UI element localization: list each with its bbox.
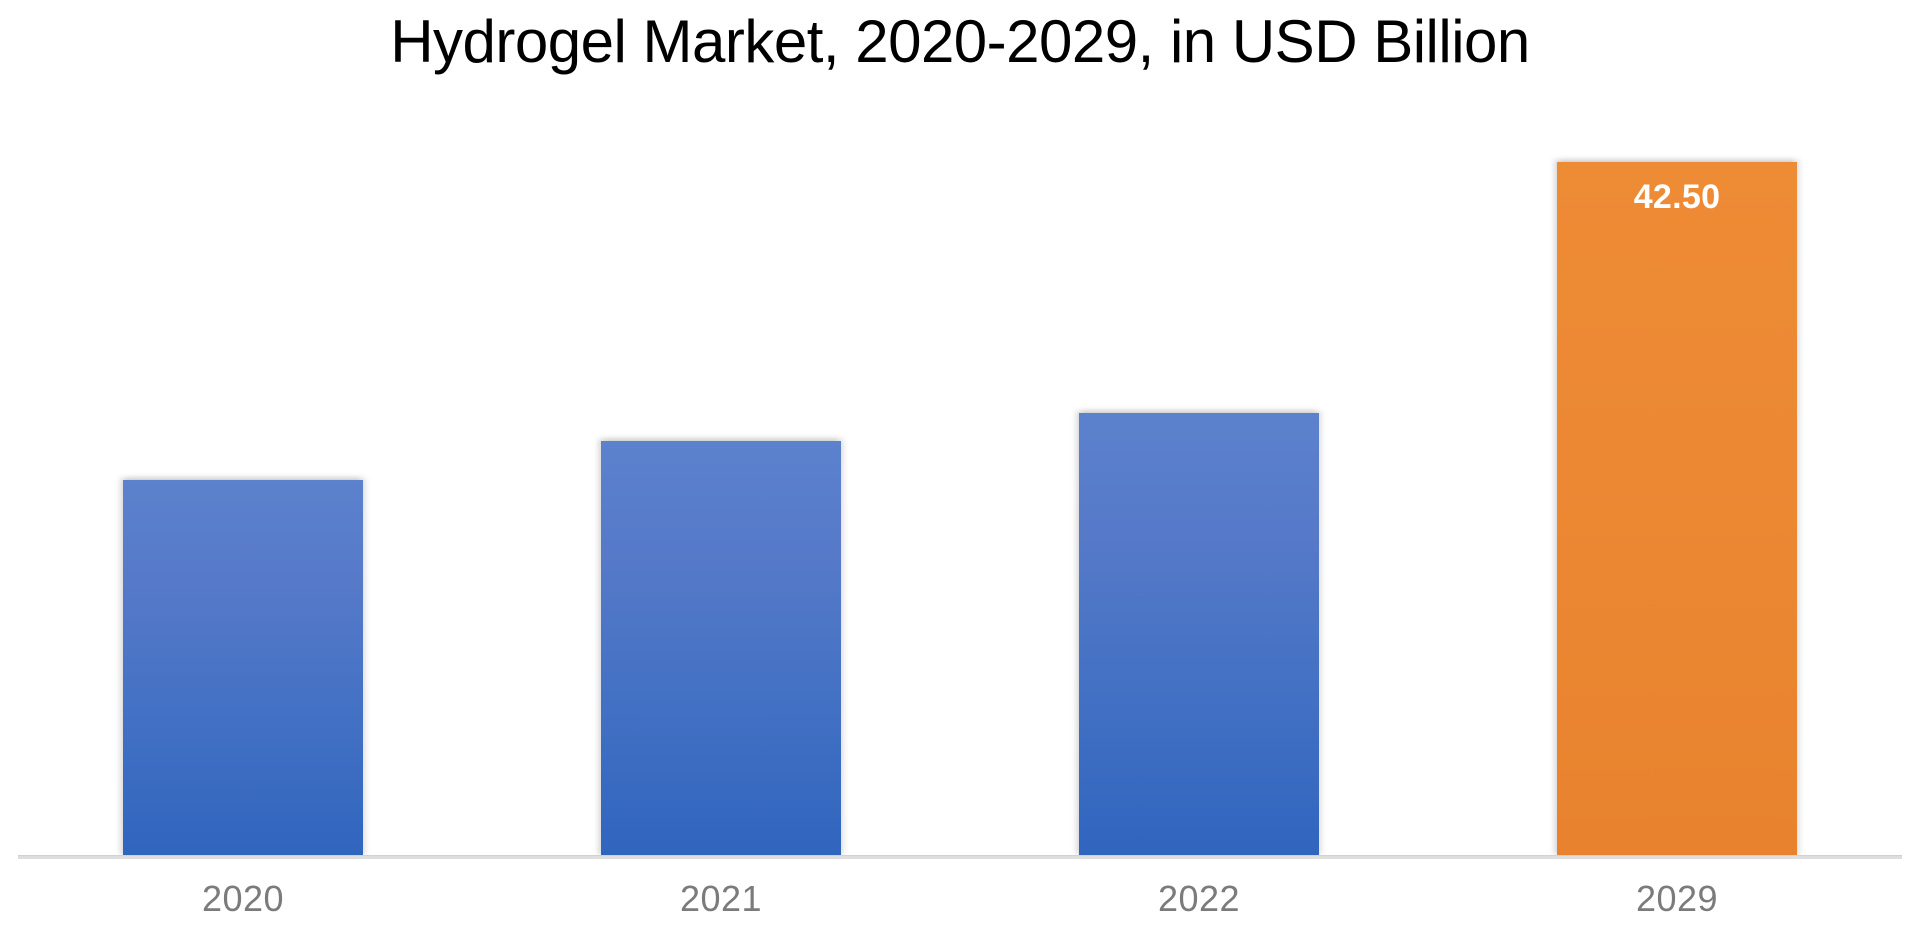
bar-rect-2020	[123, 480, 363, 857]
bar-2029: 42.50	[1557, 162, 1797, 857]
bar-rect-2029	[1557, 162, 1797, 857]
chart-title: Hydrogel Market, 2020-2029, in USD Billi…	[390, 8, 1530, 75]
bar-2022	[1079, 413, 1319, 857]
bar-2021	[601, 441, 841, 857]
bar-rect-2021	[601, 441, 841, 857]
category-axis-line	[18, 855, 1902, 859]
category-label-2021: 2021	[679, 878, 763, 919]
category-label-2020: 2020	[201, 878, 285, 919]
bar-rect-2022	[1079, 413, 1319, 857]
category-label-2029: 2029	[1635, 878, 1719, 919]
category-label-2022: 2022	[1157, 878, 1241, 919]
bar-2020	[123, 480, 363, 857]
bar-value-label-2029: 42.50	[1633, 178, 1721, 216]
